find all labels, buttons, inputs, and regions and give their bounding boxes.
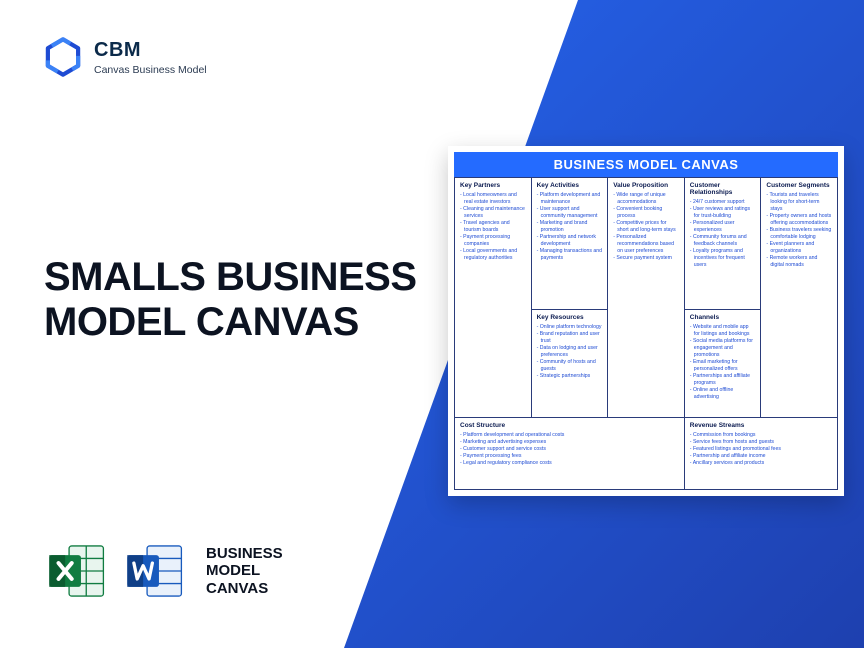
- list-item: Personalized recommendations based on us…: [613, 234, 679, 255]
- list-item: Tourists and travelers looking for short…: [766, 192, 832, 213]
- list-item: Data on lodging and user preferences: [537, 345, 603, 359]
- list-item: Secure payment system: [613, 255, 679, 262]
- cell-channels: Channels Website and mobile app for list…: [685, 310, 762, 418]
- list-item: Website and mobile app for listings and …: [690, 324, 756, 338]
- list-item: Partnership and network development: [537, 234, 603, 248]
- list-item: Platform development and operational cos…: [460, 432, 679, 439]
- canvas-title: BUSINESS MODEL CANVAS: [454, 152, 838, 177]
- brand-name: CBM: [94, 39, 207, 62]
- list-item: Customer support and service costs: [460, 446, 679, 453]
- excel-icon: [44, 538, 110, 604]
- list-item: Platform development and maintenance: [537, 192, 603, 206]
- list-item: Personalized user experiences: [690, 220, 756, 234]
- list-item: Social media platforms for engagement an…: [690, 338, 756, 359]
- list-item: Service fees from hosts and guests: [690, 439, 832, 446]
- cell-customer-segments: Customer Segments Tourists and travelers…: [761, 178, 838, 418]
- list-item: Loyalty programs and incentives for freq…: [690, 248, 756, 269]
- cell-key-activities: Key Activities Platform development and …: [532, 178, 609, 310]
- list-item: Online platform technology: [537, 324, 603, 331]
- list-item: Remote workers and digital nomads: [766, 255, 832, 269]
- list-item: Payment processing fees: [460, 453, 679, 460]
- list-item: Travel agencies and tourism boards: [460, 220, 526, 234]
- brand-logo-icon: [42, 36, 84, 78]
- list-item: Local governments and regulatory authori…: [460, 248, 526, 262]
- cell-revenue-streams: Revenue Streams Commission from bookings…: [685, 418, 838, 490]
- list-item: User support and community management: [537, 206, 603, 220]
- cell-key-resources: Key Resources Online platform technology…: [532, 310, 609, 418]
- list-item: 24/7 customer support: [690, 199, 756, 206]
- apps-row: BUSINESS MODEL CANVAS: [44, 538, 283, 604]
- list-item: Partnerships and affiliate programs: [690, 373, 756, 387]
- list-item: Strategic partnerships: [537, 373, 603, 380]
- brand-tagline: Canvas Business Model: [94, 64, 207, 76]
- list-item: Convenient booking process: [613, 206, 679, 220]
- cell-customer-relationships: Customer Relationships 24/7 customer sup…: [685, 178, 762, 310]
- cell-key-partners: Key Partners Local homeowners and real e…: [455, 178, 532, 418]
- list-item: Business travelers seeking comfortable l…: [766, 227, 832, 241]
- canvas-preview-card: BUSINESS MODEL CANVAS Key Partners Local…: [448, 146, 844, 496]
- canvas-grid: Key Partners Local homeowners and real e…: [454, 177, 838, 490]
- list-item: Competitive prices for short and long-te…: [613, 220, 679, 234]
- list-item: Local homeowners and real estate investo…: [460, 192, 526, 206]
- word-icon: [122, 538, 188, 604]
- list-item: User reviews and ratings for trust-build…: [690, 206, 756, 220]
- list-item: Legal and regulatory compliance costs: [460, 460, 679, 467]
- apps-label: BUSINESS MODEL CANVAS: [206, 545, 283, 597]
- list-item: Wide range of unique accommodations: [613, 192, 679, 206]
- list-item: Ancillary services and products: [690, 460, 832, 467]
- list-item: Community of hosts and guests: [537, 359, 603, 373]
- list-item: Event planners and organizations: [766, 241, 832, 255]
- headline-line-1: SMALLS BUSINESS: [44, 255, 417, 300]
- list-item: Featured listings and promotional fees: [690, 446, 832, 453]
- list-item: Managing transactions and payments: [537, 248, 603, 262]
- headline-line-2: MODEL CANVAS: [44, 300, 417, 345]
- list-item: Marketing and brand promotion: [537, 220, 603, 234]
- list-item: Partnership and affiliate income: [690, 453, 832, 460]
- brand-logo-block: CBM Canvas Business Model: [42, 36, 207, 78]
- list-item: Marketing and advertising expenses: [460, 439, 679, 446]
- list-item: Community forums and feedback channels: [690, 234, 756, 248]
- list-item: Online and offline advertising: [690, 387, 756, 401]
- list-item: Payment processing companies: [460, 234, 526, 248]
- cell-cost-structure: Cost Structure Platform development and …: [455, 418, 685, 490]
- list-item: Email marketing for personalized offers: [690, 359, 756, 373]
- list-item: Commission from bookings: [690, 432, 832, 439]
- list-item: Property owners and hosts offering accom…: [766, 213, 832, 227]
- page-headline: SMALLS BUSINESS MODEL CANVAS: [44, 255, 417, 345]
- list-item: Cleaning and maintenance services: [460, 206, 526, 220]
- list-item: Brand reputation and user trust: [537, 331, 603, 345]
- cell-value-proposition: Value Proposition Wide range of unique a…: [608, 178, 685, 418]
